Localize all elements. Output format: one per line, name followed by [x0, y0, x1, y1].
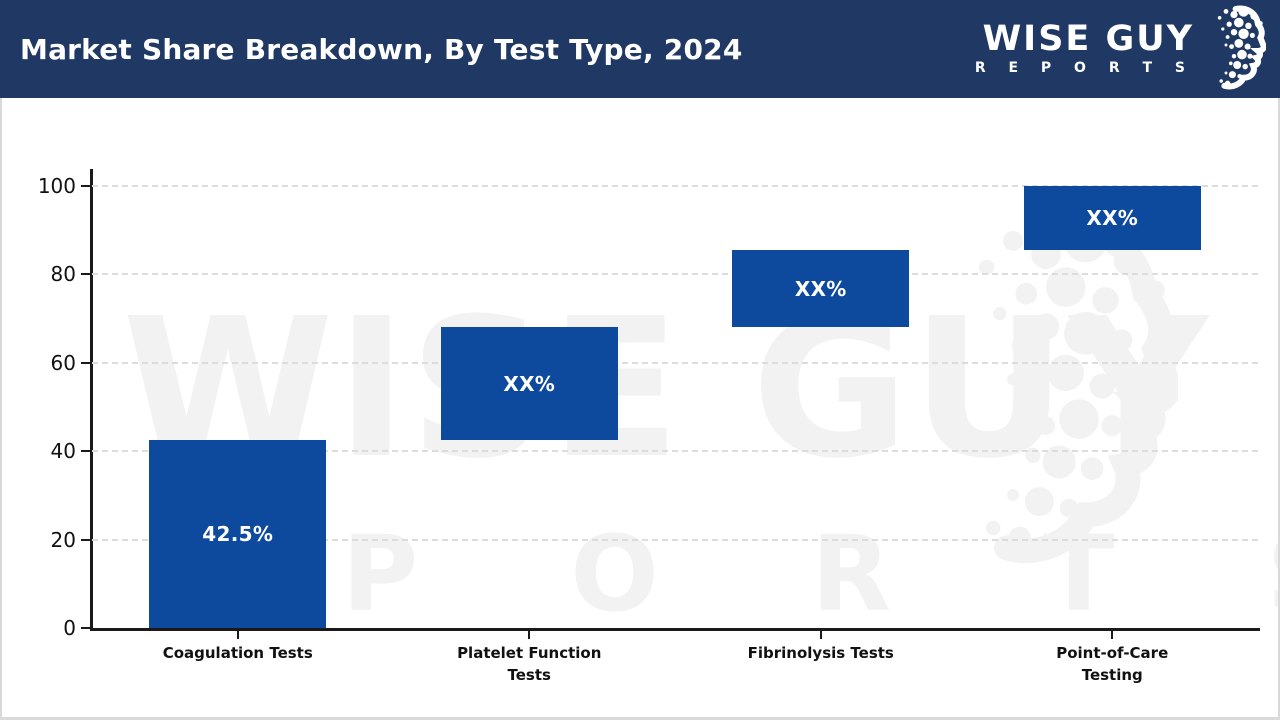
y-tickmark-100 [81, 185, 90, 187]
y-tick-label-0: 0 [63, 616, 76, 640]
bar-value-label: XX% [1086, 206, 1139, 231]
wiseguy-logo: WISE GUY R E P O R T S [975, 5, 1266, 93]
y-tickmark-20 [81, 538, 90, 541]
y-tickmark-0 [81, 627, 90, 629]
bar-point-of-care-testing: XX% [1023, 186, 1201, 251]
gridline-80 [92, 273, 1258, 276]
y-tickmark-40 [81, 450, 90, 453]
y-tick-label-80: 80 [50, 262, 76, 287]
chart-canvas: WISE GUY P O R T S 02040608010042.5%Coag… [0, 98, 1280, 720]
x-category-label-platelet-function-tests: Platelet Function Tests [457, 644, 602, 684]
bar-value-label: XX% [794, 276, 847, 301]
x-category-label-coagulation-tests: Coagulation Tests [162, 644, 313, 662]
header-bar: Market Share Breakdown, By Test Type, 20… [0, 0, 1280, 98]
y-tick-label-60: 60 [50, 350, 76, 375]
x-tickmark-coagulation-tests [236, 631, 239, 639]
x-tickmark-platelet-function-tests [528, 631, 531, 639]
y-tick-label-20: 20 [50, 527, 76, 552]
bar-value-label: 42.5% [202, 522, 274, 547]
x-tickmark-point-of-care-testing [1111, 631, 1114, 639]
bar-coagulation-tests: 42.5% [149, 440, 327, 628]
y-axis-line [90, 169, 93, 629]
gridline-20 [92, 538, 1258, 541]
y-tick-label-100: 100 [37, 174, 76, 198]
gridline-60 [92, 361, 1258, 364]
y-tick-label-40: 40 [50, 439, 76, 464]
bar-platelet-function-tests: XX% [440, 327, 618, 441]
gridline-40 [92, 450, 1258, 453]
gridline-100 [92, 185, 1258, 187]
logo-dot-head-icon [1186, 5, 1266, 93]
x-category-label-fibrinolysis-tests: Fibrinolysis Tests [747, 644, 894, 662]
bar-fibrinolysis-tests: XX% [732, 250, 910, 328]
y-tickmark-60 [81, 361, 90, 364]
x-axis-line [90, 628, 1260, 631]
logo-wordmark: WISE GUY [982, 19, 1194, 59]
logo-subtitle: R E P O R T S [974, 60, 1194, 76]
logo-text: WISE GUY R E P O R T S [974, 19, 1194, 77]
chart-title: Market Share Breakdown, By Test Type, 20… [20, 32, 743, 66]
y-tickmark-80 [81, 273, 90, 276]
plot-area: 0 20 40 60 80 100 42.5% Coagulation Tests XX% Pla… [38, 169, 1260, 684]
x-tickmark-fibrinolysis-tests [819, 631, 822, 639]
bar-value-label: XX% [503, 371, 556, 396]
x-category-label-point-of-care-testing: Point-of-Care Testing [1056, 644, 1169, 684]
